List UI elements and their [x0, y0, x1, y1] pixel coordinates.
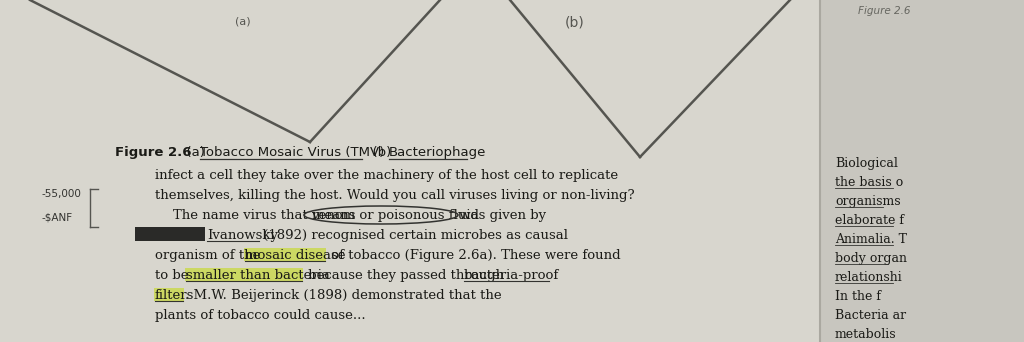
Text: Tobacco Mosaic Virus (TMV): Tobacco Mosaic Virus (TMV) [200, 146, 384, 159]
Text: mosaic disease: mosaic disease [245, 249, 345, 262]
Text: relationshi: relationshi [835, 271, 903, 284]
Text: elaborate f: elaborate f [835, 214, 904, 227]
Text: body organ: body organ [835, 252, 907, 265]
Text: (a): (a) [234, 16, 251, 26]
Text: Figure 2.6: Figure 2.6 [115, 146, 191, 159]
Text: smaller than bacteria: smaller than bacteria [186, 269, 330, 282]
Text: . M.W. Beijerinck (1898) demonstrated that the: . M.W. Beijerinck (1898) demonstrated th… [185, 289, 502, 302]
Text: Ivanowsky: Ivanowsky [207, 229, 278, 242]
Text: (b): (b) [565, 16, 585, 30]
Text: organisms: organisms [835, 195, 901, 208]
Text: organism of the: organism of the [155, 249, 264, 262]
Text: to be: to be [155, 269, 193, 282]
Text: (1892) recognised certain microbes as causal: (1892) recognised certain microbes as ca… [259, 229, 568, 242]
Text: of tobacco (Figure 2.6a). These were found: of tobacco (Figure 2.6a). These were fou… [327, 249, 621, 262]
Text: metabolis: metabolis [835, 328, 897, 341]
Bar [820, 0, 1024, 342]
Text: bacteria-proof: bacteria-proof [464, 269, 559, 282]
Bar [185, 268, 303, 281]
Text: -55,000: -55,000 [42, 189, 82, 199]
Text: themselves, killing the host. Would you call viruses living or non-living?: themselves, killing the host. Would you … [155, 189, 635, 202]
Text: the basis o: the basis o [835, 176, 903, 189]
Bar [0, 0, 820, 342]
Bar [244, 248, 326, 261]
Text: Bacteriophage: Bacteriophage [389, 146, 486, 159]
Text: -$ANF: -$ANF [42, 213, 73, 223]
Text: plants of tobacco could cause...: plants of tobacco could cause... [155, 309, 366, 322]
Text: filters: filters [155, 289, 195, 302]
Text: Figure 2.6: Figure 2.6 [858, 6, 910, 16]
Text: Animalia. T: Animalia. T [835, 233, 907, 246]
Text: because they passed through: because they passed through [304, 269, 508, 282]
Text: venom or poisonous fluid: venom or poisonous fluid [311, 209, 479, 222]
Text: (b): (b) [364, 146, 395, 159]
Text: Bacteria ar: Bacteria ar [835, 309, 906, 322]
Bar [154, 288, 184, 301]
Text: In the f: In the f [835, 290, 881, 303]
Text: The name virus that means: The name virus that means [173, 209, 359, 222]
Text: (a): (a) [178, 146, 209, 159]
Text: Biological: Biological [835, 157, 898, 170]
Bar [135, 227, 205, 241]
Text: infect a cell they take over the machinery of the host cell to replicate: infect a cell they take over the machine… [155, 169, 618, 182]
Text: was given by: was given by [455, 209, 546, 222]
